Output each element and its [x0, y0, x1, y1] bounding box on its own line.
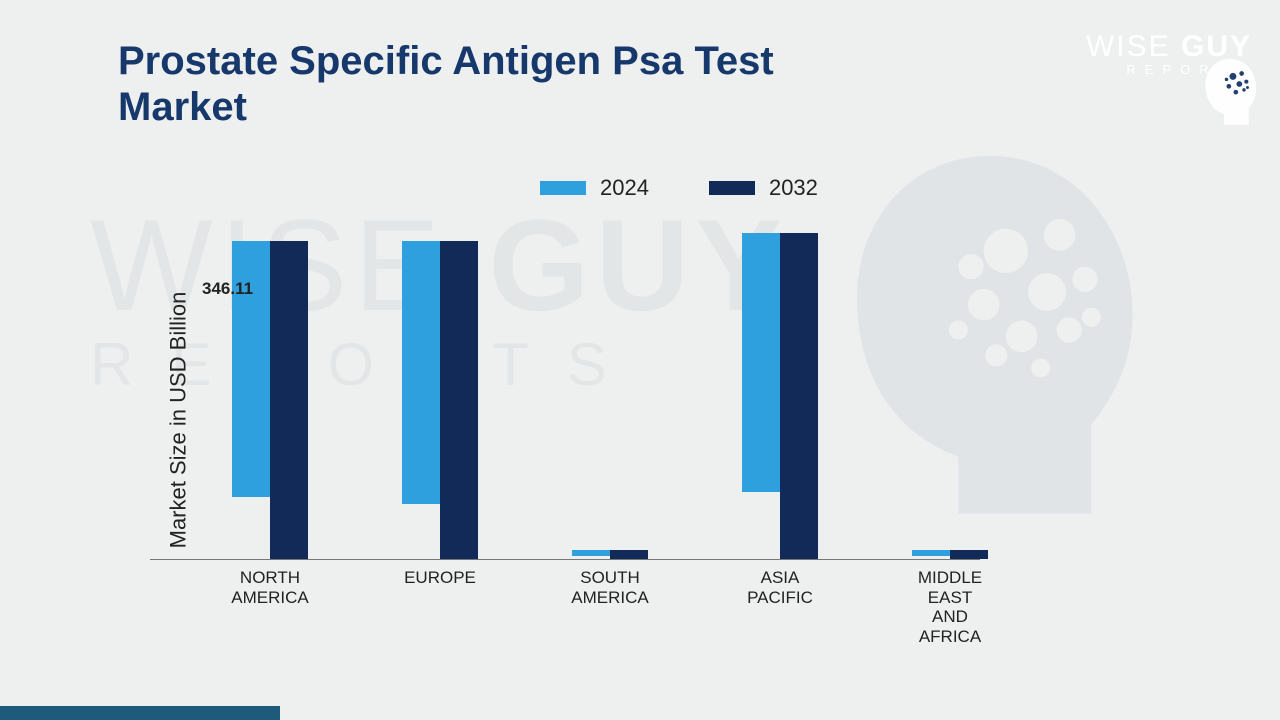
category-label: ASIAPACIFIC: [710, 568, 850, 607]
bar-value-label: 346.11: [202, 279, 253, 299]
page: WISE GUY REPORTS WISE GUY REPORTS Prosta…: [0, 0, 1280, 720]
bar: [742, 233, 780, 492]
bar-group: [380, 241, 500, 559]
bar: [780, 233, 818, 559]
bar: [572, 550, 610, 556]
bar: [402, 241, 440, 504]
bar-group: [890, 550, 1010, 559]
bar: [440, 241, 478, 559]
category-label: MIDDLEEASTANDAFRICA: [880, 568, 1020, 646]
category-label: SOUTHAMERICA: [540, 568, 680, 607]
bar-group: [550, 550, 670, 559]
bar: [270, 241, 308, 559]
category-label: NORTHAMERICA: [200, 568, 340, 607]
brand-logo: WISE GUY REPORTS: [1086, 30, 1252, 77]
bar: [950, 550, 988, 559]
bar: [912, 550, 950, 556]
category-label: EUROPE: [370, 568, 510, 588]
chart-title: Prostate Specific Antigen Psa Test Marke…: [118, 38, 818, 130]
bottom-accent-bar: [0, 706, 280, 720]
bar: [610, 550, 648, 559]
plot-area: 346.11: [150, 190, 980, 560]
chart-area: Market Size in USD Billion 2024 2032 346…: [60, 160, 1000, 680]
brand-head-icon: [1200, 56, 1260, 126]
bar-group: [720, 233, 840, 559]
